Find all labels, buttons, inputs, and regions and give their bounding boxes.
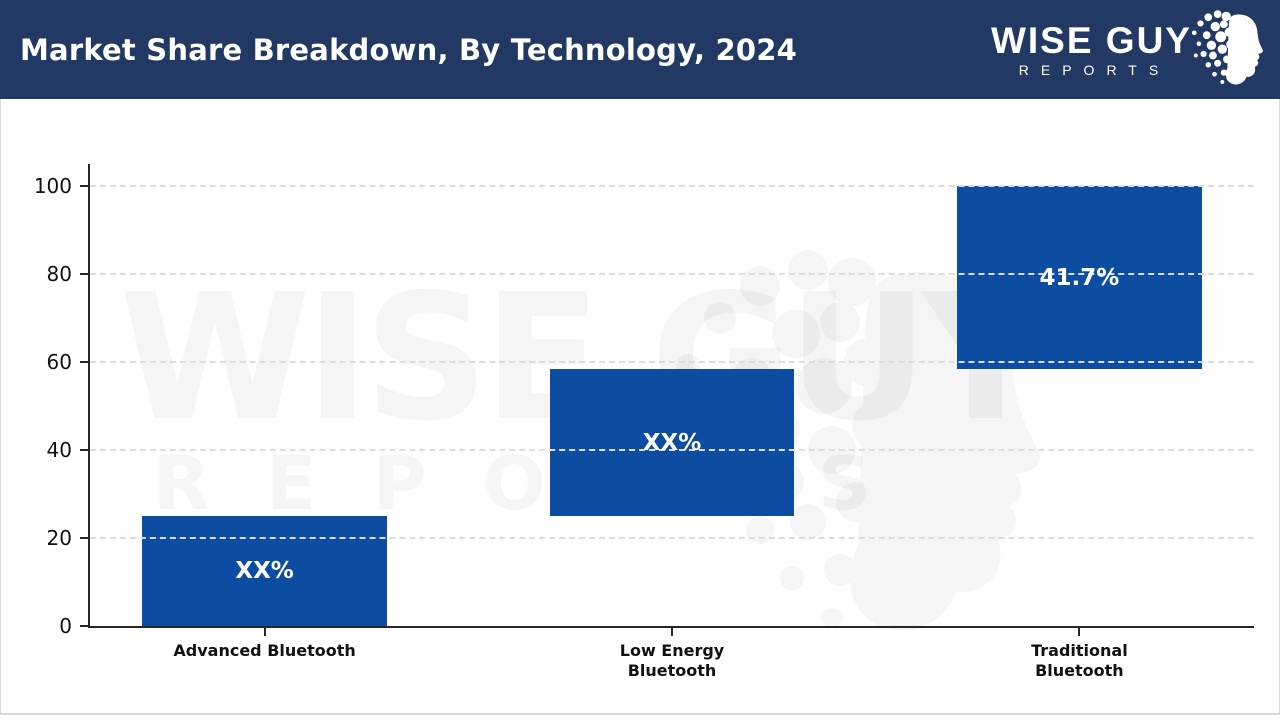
chart-panel: WISE GUY REPORTS XX%XX%41.7%020406080100…	[0, 99, 1280, 715]
brand-subtitle: REPORTS	[1018, 62, 1171, 78]
gridline	[90, 537, 1254, 539]
bar-segment	[142, 516, 387, 626]
bar-value-label: XX%	[235, 558, 294, 584]
gridline	[90, 449, 1254, 451]
y-tick-mark	[80, 185, 88, 187]
bar-segment	[549, 369, 795, 516]
brand-logo: WISE GUY REPORTS	[991, 9, 1266, 91]
y-tick-mark	[80, 449, 88, 451]
plot-area: XX% XX% 41.7% 0 20 40 60 80 100 Advanced Bluetoot…	[34, 164, 1254, 680]
x-category-label: Traditional Bluetooth	[1031, 641, 1128, 680]
x-category-label: Advanced Bluetooth	[173, 641, 356, 660]
x-tick-mark	[263, 628, 266, 636]
y-tick-label: 0	[59, 614, 72, 638]
y-tick-label: 60	[46, 350, 72, 374]
page-title: Market Share Breakdown, By Technology, 2…	[20, 32, 798, 67]
x-tick-mark	[671, 628, 673, 636]
gridline	[90, 361, 1254, 363]
x-category-label: Low Energy Bluetooth	[619, 641, 725, 680]
y-tick-mark	[80, 361, 88, 363]
y-tick-label: 80	[46, 262, 72, 286]
gridline	[90, 185, 1254, 187]
gridline	[90, 273, 1254, 275]
brand-name: WISE GUY	[990, 20, 1192, 61]
x-axis-line	[88, 626, 1254, 628]
y-tick-mark	[80, 537, 88, 539]
brand-face-icon	[1188, 9, 1266, 91]
brand-logo-text: WISE GUY REPORTS	[991, 22, 1192, 77]
y-tick-mark	[80, 625, 88, 627]
bar-value-label: 41.7%	[1039, 264, 1120, 291]
y-tick-label: 40	[46, 438, 72, 462]
bar-value-label: XX%	[642, 429, 702, 456]
y-tick-label: 20	[46, 526, 72, 550]
x-tick-mark	[1078, 628, 1081, 636]
y-axis-line	[88, 164, 90, 628]
y-tick-mark	[80, 273, 88, 275]
header-bar: Market Share Breakdown, By Technology, 2…	[0, 0, 1280, 99]
bar-segment	[957, 186, 1202, 370]
y-tick-label: 100	[33, 174, 72, 198]
